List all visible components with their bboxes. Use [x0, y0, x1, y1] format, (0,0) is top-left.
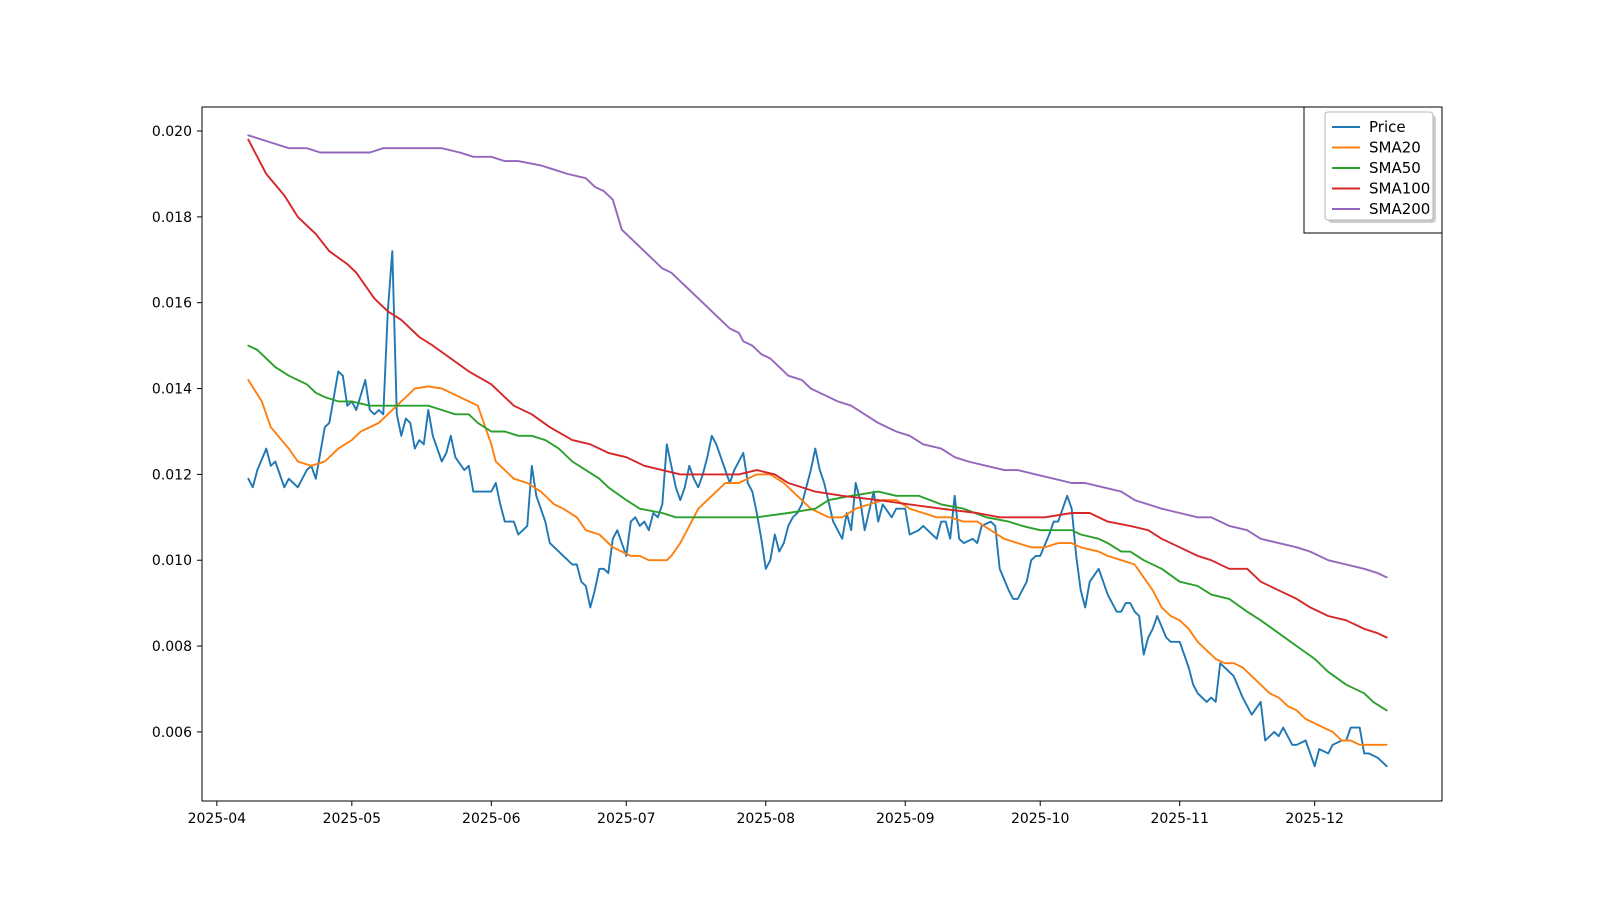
x-tick-label: 2025-12: [1285, 811, 1344, 827]
series-line-price: [247, 250, 1388, 768]
y-tick-label: 0.016: [152, 296, 192, 312]
y-tick-label: 0.018: [152, 210, 192, 226]
y-tick-label: 0.008: [152, 639, 192, 655]
series-line-sma50: [247, 344, 1388, 712]
x-tick-label: 2025-07: [597, 811, 656, 827]
legend: [1324, 111, 1434, 221]
x-tick-label: 2025-09: [876, 811, 935, 827]
y-tick-label: 0.020: [152, 124, 192, 140]
legend-label-price: Price: [1369, 118, 1406, 136]
x-tick-label: 2025-08: [737, 811, 796, 827]
x-tick-label: 2025-10: [1011, 811, 1070, 827]
series-line-sma100: [247, 138, 1388, 639]
x-tick-label: 2025-11: [1150, 811, 1209, 827]
legend-label-sma20: SMA20: [1369, 139, 1421, 157]
legend-label-sma100: SMA100: [1369, 180, 1430, 198]
y-tick-label: 0.006: [152, 725, 192, 741]
series-line-sma200: [247, 134, 1388, 579]
y-tick-label: 0.010: [152, 553, 192, 569]
y-tick-label: 0.014: [152, 382, 192, 398]
legend-label-sma50: SMA50: [1369, 159, 1421, 177]
plot-frame: [201, 106, 1443, 802]
legend-label-sma200: SMA200: [1369, 200, 1430, 218]
y-tick-label: 0.012: [152, 467, 192, 483]
x-tick-label: 2025-05: [323, 811, 382, 827]
x-tick-label: 2025-06: [462, 811, 521, 827]
x-tick-label: 2025-04: [188, 811, 247, 827]
